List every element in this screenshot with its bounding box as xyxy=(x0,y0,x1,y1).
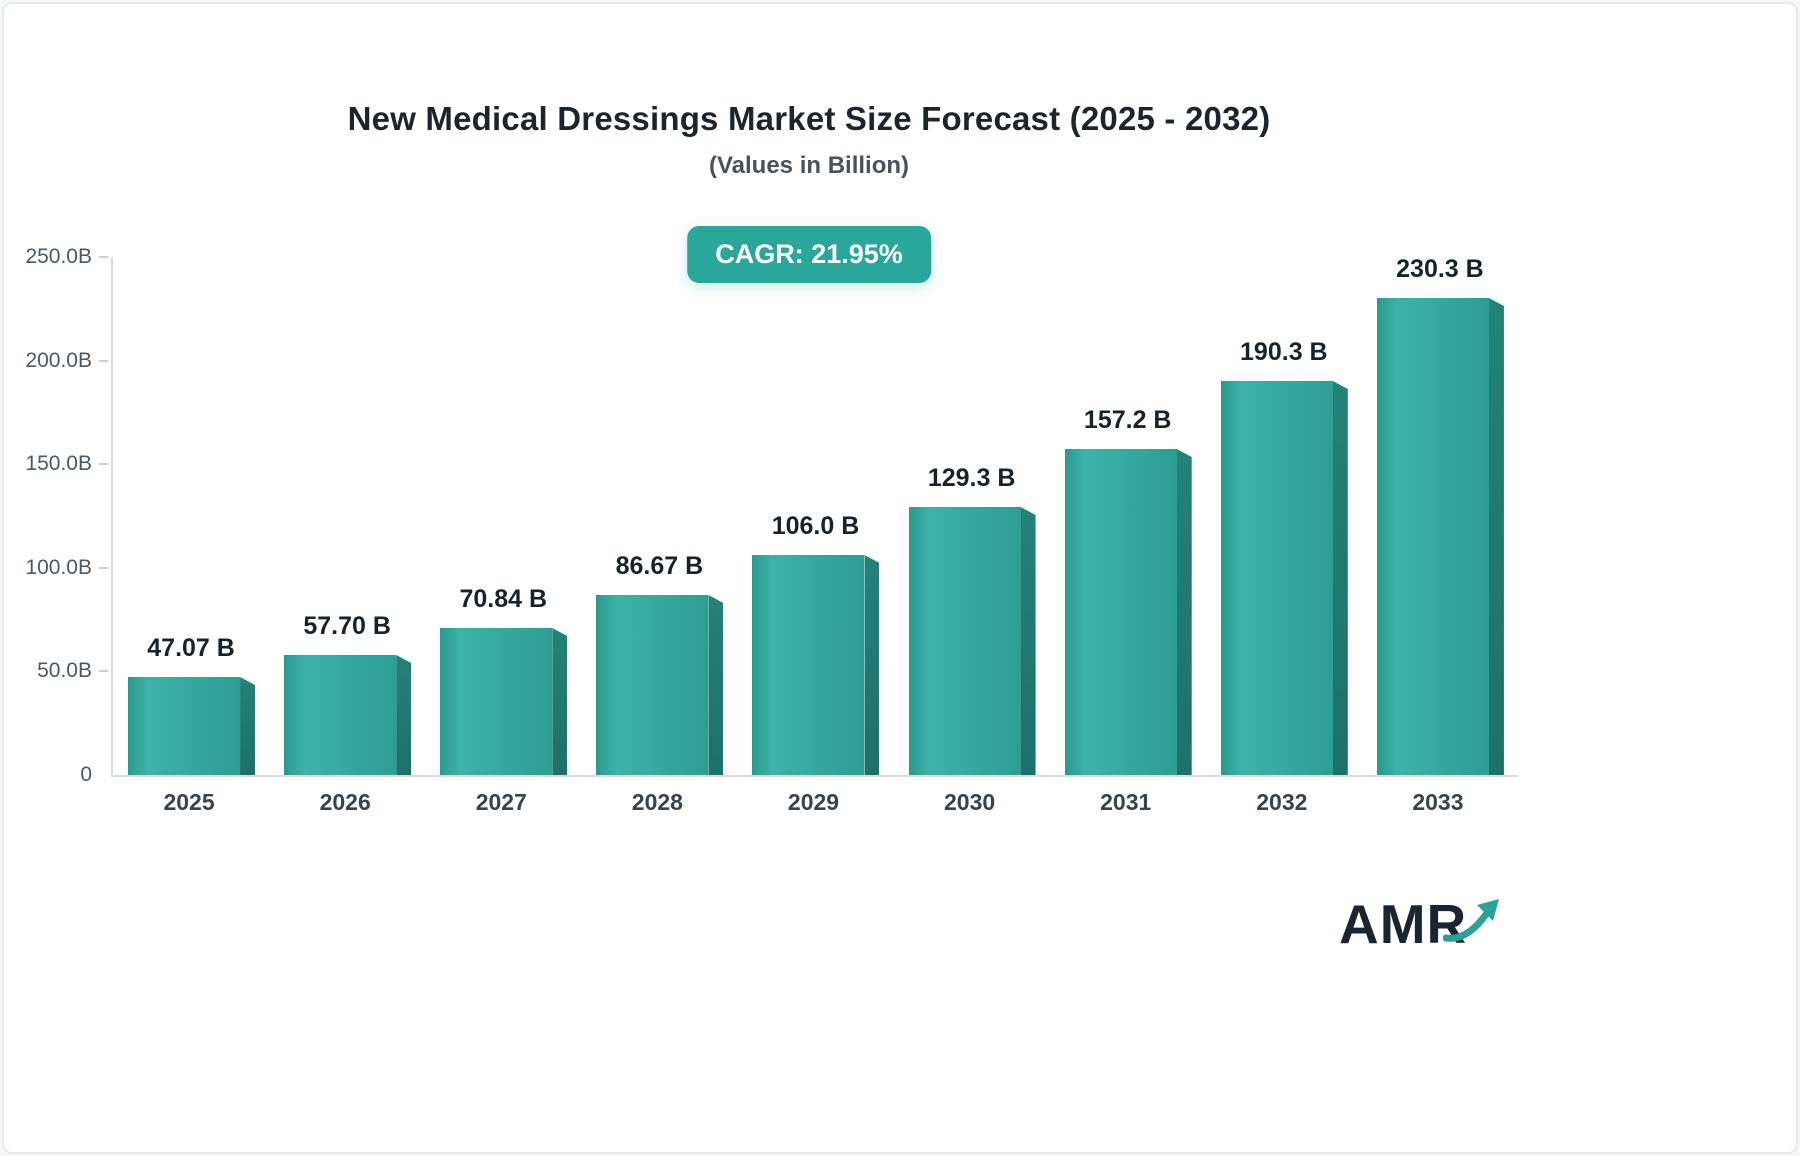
bar-group-2033: 230.3 B xyxy=(1362,255,1518,775)
x-axis-label: 2025 xyxy=(163,789,215,815)
bar-group-2030: 129.3 B xyxy=(894,257,1050,775)
bar-group-2031: 157.2 B xyxy=(1050,257,1206,775)
x-axis-label: 2031 xyxy=(1100,789,1152,815)
bar-group-2028: 86.67 B xyxy=(581,257,737,775)
bar-value-label: 70.84 B xyxy=(459,585,548,613)
bar xyxy=(1220,381,1333,775)
bar-group-2026: 57.70 B xyxy=(269,257,425,775)
bar-group-2029: 106.0 B xyxy=(737,257,893,775)
bar-value-label: 157.2 B xyxy=(1083,406,1172,434)
amr-logo: AMR xyxy=(1339,897,1505,952)
x-axis-label: 2030 xyxy=(944,789,996,815)
bar-value-label: 230.3 B xyxy=(1396,255,1484,283)
bar xyxy=(596,595,709,775)
bar xyxy=(128,677,241,775)
x-axis-label: 2032 xyxy=(1256,789,1308,815)
chart-subtitle: (Values in Billion) xyxy=(708,152,910,179)
x-axis-label: 2028 xyxy=(631,789,683,815)
y-axis-label: 50.0B xyxy=(37,659,92,683)
x-axis-label: 2026 xyxy=(319,789,371,815)
bar-value-label: 47.07 B xyxy=(147,634,235,662)
bar xyxy=(752,555,865,775)
y-axis: 250.0B 200.0B 150.0B 100.0B 50.0B 0 xyxy=(4,245,92,786)
bar xyxy=(1064,449,1177,775)
bar-value-label: 106.0 B xyxy=(771,512,860,540)
plot-area: 47.07 B 57.70 B 70.84 B 86.67 B 106.0 B 129.3… xyxy=(99,255,1518,777)
amr-logo-text: AMR xyxy=(1339,893,1468,955)
x-axis-label: 2027 xyxy=(475,789,527,815)
x-axis-labels: 2025 2026 2027 2028 2029 2030 2031 2032 2033 xyxy=(111,789,1516,816)
bar-group-2032: 190.3 B xyxy=(1206,257,1362,775)
y-axis-label: 100.0B xyxy=(25,555,92,579)
bar xyxy=(908,507,1021,775)
bar-group-2027: 70.84 B xyxy=(425,257,581,775)
cagr-badge: CAGR: 21.95% xyxy=(687,226,931,283)
bar xyxy=(1376,298,1489,775)
y-axis-tick xyxy=(99,256,108,258)
y-axis-label: 250.0B xyxy=(25,245,92,268)
y-axis-tick xyxy=(99,359,108,362)
bar-group-2025: 47.07 B xyxy=(113,257,269,775)
bar xyxy=(440,628,553,775)
x-axis-label: 2033 xyxy=(1412,789,1464,815)
growth-arrow-icon xyxy=(1442,897,1505,950)
bar xyxy=(284,655,397,775)
y-axis-tick xyxy=(99,463,108,466)
chart-title: New Medical Dressings Market Size Foreca… xyxy=(347,100,1271,137)
y-axis-label: 150.0B xyxy=(25,452,92,476)
bar-value-label: 129.3 B xyxy=(927,464,1016,492)
y-axis-tick xyxy=(99,566,108,569)
bars-container: 47.07 B 57.70 B 70.84 B 86.67 B 106.0 B 129.3… xyxy=(113,255,1518,775)
y-axis-tick xyxy=(99,670,108,673)
y-axis-label: 0 xyxy=(80,763,92,786)
bar-value-label: 190.3 B xyxy=(1240,338,1328,366)
y-axis-label: 200.0B xyxy=(25,348,92,372)
x-axis-label: 2029 xyxy=(787,789,840,815)
bar-value-label: 57.70 B xyxy=(303,612,391,640)
bar-value-label: 86.67 B xyxy=(615,552,704,580)
